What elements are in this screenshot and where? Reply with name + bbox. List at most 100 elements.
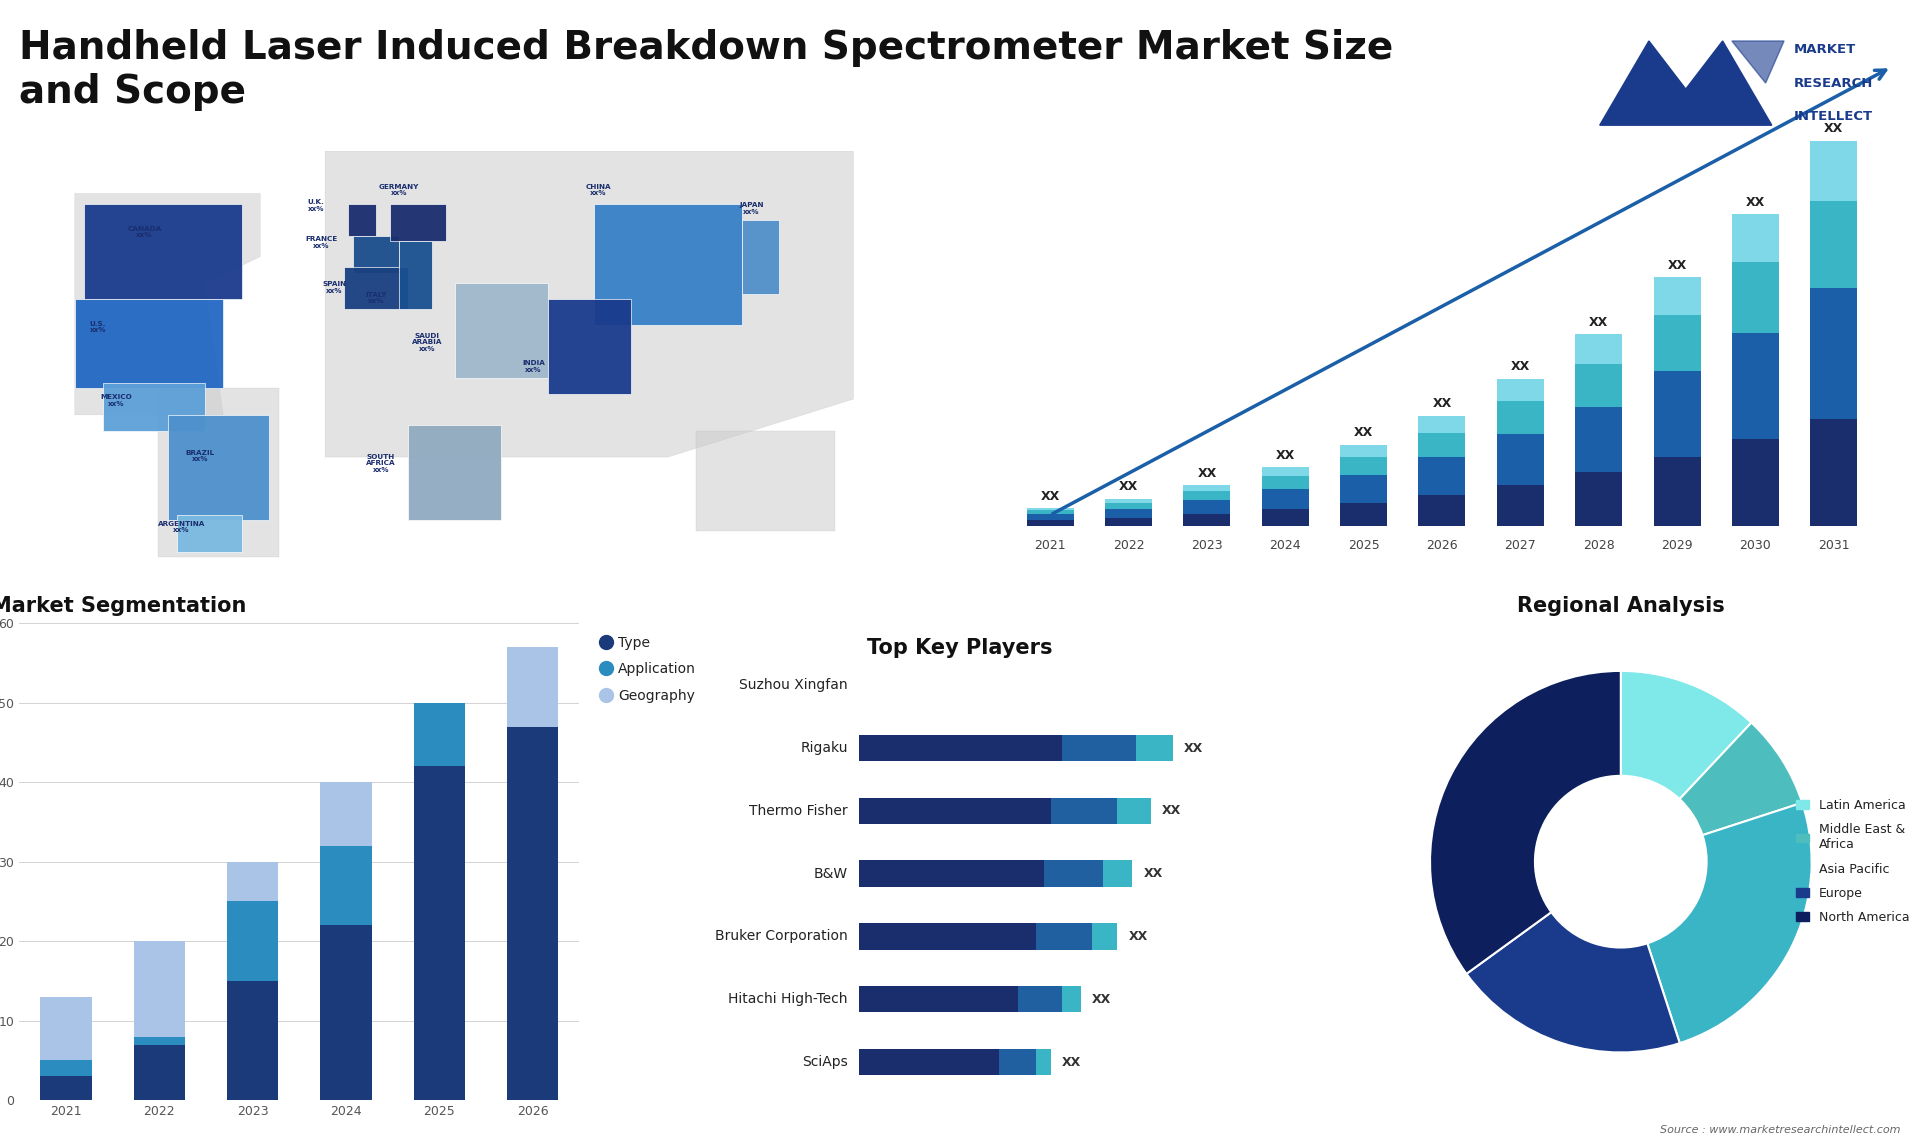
Polygon shape — [547, 299, 632, 394]
Text: Top Key Players: Top Key Players — [868, 637, 1052, 658]
Text: XX: XX — [1092, 992, 1112, 1006]
Bar — [1732, 214, 1780, 262]
Wedge shape — [1647, 802, 1812, 1043]
Polygon shape — [593, 204, 743, 325]
Bar — [1419, 495, 1465, 526]
Polygon shape — [390, 204, 445, 241]
Bar — [1106, 518, 1152, 526]
Bar — [227, 902, 278, 981]
Bar — [860, 861, 1044, 887]
Text: INDIA
xx%: INDIA xx% — [522, 360, 545, 372]
Wedge shape — [1620, 670, 1751, 799]
Bar — [860, 986, 1018, 1012]
Bar — [1419, 416, 1465, 433]
Text: SciAps: SciAps — [803, 1055, 849, 1069]
Text: ARGENTINA
xx%: ARGENTINA xx% — [157, 521, 205, 533]
Text: Source : www.marketresearchintellect.com: Source : www.marketresearchintellect.com — [1661, 1124, 1901, 1135]
Text: ITALY
xx%: ITALY xx% — [365, 291, 386, 304]
Text: 2021: 2021 — [1035, 539, 1066, 551]
Text: Rigaku: Rigaku — [801, 741, 849, 755]
Bar — [1653, 315, 1701, 371]
Bar — [1340, 503, 1386, 526]
Text: 2029: 2029 — [1661, 539, 1693, 551]
Bar — [1574, 472, 1622, 526]
Bar — [1419, 457, 1465, 495]
Legend: Type, Application, Geography: Type, Application, Geography — [597, 630, 701, 708]
Bar — [1653, 457, 1701, 526]
Wedge shape — [1467, 912, 1680, 1052]
Bar — [1183, 485, 1231, 492]
Text: XX: XX — [1185, 741, 1204, 754]
Bar — [321, 925, 372, 1100]
Text: SAUDI
ARABIA
xx%: SAUDI ARABIA xx% — [411, 332, 442, 352]
Wedge shape — [1430, 670, 1620, 974]
Text: XX: XX — [1129, 929, 1148, 943]
Text: CHINA
xx%: CHINA xx% — [586, 183, 611, 196]
Text: XX: XX — [1162, 804, 1181, 817]
Bar — [860, 924, 1037, 950]
Text: Hitachi High-Tech: Hitachi High-Tech — [728, 992, 849, 1006]
Text: BRAZIL
xx%: BRAZIL xx% — [186, 449, 215, 462]
Polygon shape — [75, 194, 261, 415]
Bar — [1027, 510, 1073, 515]
Bar — [860, 798, 1050, 824]
Polygon shape — [84, 204, 242, 299]
Bar — [1102, 861, 1133, 887]
Legend: Latin America, Middle East &
Africa, Asia Pacific, Europe, North America: Latin America, Middle East & Africa, Asi… — [1793, 796, 1912, 927]
Bar — [40, 1060, 92, 1076]
Bar — [1811, 419, 1857, 526]
Bar — [227, 981, 278, 1100]
Bar — [1811, 288, 1857, 419]
Polygon shape — [1599, 41, 1772, 125]
Text: U.K.
xx%: U.K. xx% — [307, 199, 324, 212]
Bar — [1137, 735, 1173, 761]
Bar — [1062, 986, 1081, 1012]
Text: XX: XX — [1354, 426, 1373, 439]
Polygon shape — [399, 241, 432, 309]
Text: 2031: 2031 — [1818, 539, 1849, 551]
Bar — [321, 783, 372, 846]
Bar — [1106, 499, 1152, 503]
Text: GERMANY
xx%: GERMANY xx% — [378, 183, 419, 196]
Bar — [1498, 434, 1544, 485]
Bar — [1340, 457, 1386, 474]
Polygon shape — [324, 151, 852, 457]
Text: 2027: 2027 — [1505, 539, 1536, 551]
Text: JAPAN
xx%: JAPAN xx% — [739, 202, 764, 214]
Bar — [1000, 1049, 1037, 1075]
Text: RESEARCH: RESEARCH — [1793, 77, 1872, 89]
Bar — [1574, 335, 1622, 363]
Text: SOUTH
AFRICA
xx%: SOUTH AFRICA xx% — [367, 454, 396, 473]
Text: Thermo Fisher: Thermo Fisher — [749, 803, 849, 818]
Bar — [1062, 735, 1137, 761]
Text: XX: XX — [1119, 480, 1139, 494]
Bar — [1261, 477, 1309, 489]
Bar — [1027, 515, 1073, 520]
Bar — [1811, 141, 1857, 202]
Bar — [1044, 861, 1102, 887]
Polygon shape — [157, 388, 278, 557]
Text: Suzhou Xingfan: Suzhou Xingfan — [739, 678, 849, 692]
Text: INTELLECT: INTELLECT — [1793, 110, 1872, 124]
Bar — [1106, 509, 1152, 518]
Bar — [1653, 371, 1701, 457]
Polygon shape — [344, 267, 409, 309]
Bar — [1261, 468, 1309, 477]
Bar — [413, 767, 465, 1100]
Bar — [1653, 277, 1701, 315]
Bar — [1574, 363, 1622, 407]
Bar — [1027, 508, 1073, 510]
Bar — [1574, 407, 1622, 472]
Bar — [1037, 1049, 1050, 1075]
Bar — [1340, 445, 1386, 457]
Text: XX: XX — [1824, 123, 1843, 135]
Bar — [413, 702, 465, 767]
Bar — [1050, 798, 1117, 824]
Bar — [134, 1037, 184, 1044]
Text: Handheld Laser Induced Breakdown Spectrometer Market Size
and Scope: Handheld Laser Induced Breakdown Spectro… — [19, 29, 1394, 111]
Polygon shape — [353, 236, 399, 273]
Polygon shape — [409, 425, 501, 520]
Bar — [507, 647, 559, 727]
Bar — [1117, 798, 1150, 824]
Text: 2026: 2026 — [1427, 539, 1457, 551]
